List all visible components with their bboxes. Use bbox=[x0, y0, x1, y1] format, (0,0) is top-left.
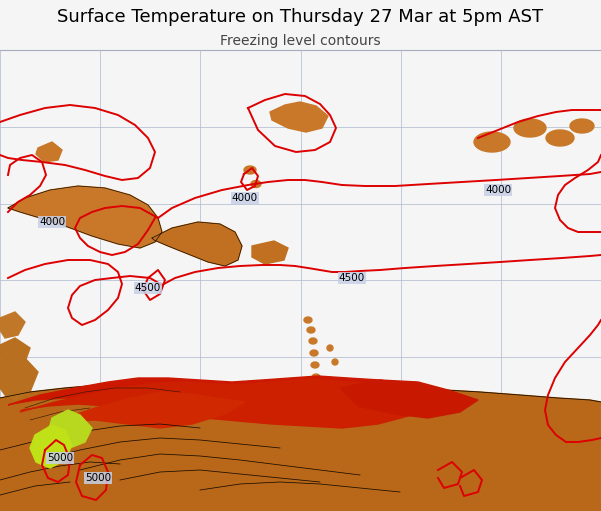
Polygon shape bbox=[251, 180, 261, 188]
Polygon shape bbox=[60, 392, 245, 428]
Polygon shape bbox=[8, 376, 438, 422]
Polygon shape bbox=[8, 186, 162, 248]
Polygon shape bbox=[244, 166, 256, 174]
Polygon shape bbox=[310, 350, 318, 356]
Polygon shape bbox=[436, 464, 464, 480]
Polygon shape bbox=[514, 119, 546, 137]
Polygon shape bbox=[311, 362, 319, 368]
Polygon shape bbox=[270, 102, 328, 132]
Polygon shape bbox=[304, 317, 312, 323]
Polygon shape bbox=[546, 130, 574, 146]
Polygon shape bbox=[152, 222, 242, 266]
Polygon shape bbox=[48, 410, 92, 448]
Text: 4500: 4500 bbox=[135, 283, 161, 293]
Text: 4000: 4000 bbox=[232, 193, 258, 203]
Polygon shape bbox=[458, 473, 482, 487]
Polygon shape bbox=[340, 380, 478, 418]
Polygon shape bbox=[20, 379, 435, 428]
Polygon shape bbox=[0, 338, 30, 366]
Polygon shape bbox=[332, 359, 338, 365]
Polygon shape bbox=[0, 383, 601, 511]
Text: Freezing level contours: Freezing level contours bbox=[220, 34, 381, 48]
Polygon shape bbox=[36, 142, 62, 162]
Text: Surface Temperature on Thursday 27 Mar at 5pm AST: Surface Temperature on Thursday 27 Mar a… bbox=[58, 9, 543, 27]
Polygon shape bbox=[327, 345, 333, 351]
Polygon shape bbox=[0, 355, 38, 400]
Text: 4000: 4000 bbox=[485, 185, 511, 195]
Polygon shape bbox=[570, 119, 594, 133]
Polygon shape bbox=[474, 132, 510, 152]
Text: 5000: 5000 bbox=[85, 473, 111, 483]
Polygon shape bbox=[252, 241, 288, 264]
Polygon shape bbox=[314, 387, 322, 393]
Text: 5000: 5000 bbox=[47, 453, 73, 463]
Polygon shape bbox=[0, 312, 25, 338]
Text: 4500: 4500 bbox=[339, 273, 365, 283]
Polygon shape bbox=[309, 338, 317, 344]
Polygon shape bbox=[307, 327, 315, 333]
Polygon shape bbox=[30, 425, 72, 468]
Polygon shape bbox=[312, 374, 320, 380]
Text: 4000: 4000 bbox=[39, 217, 65, 227]
